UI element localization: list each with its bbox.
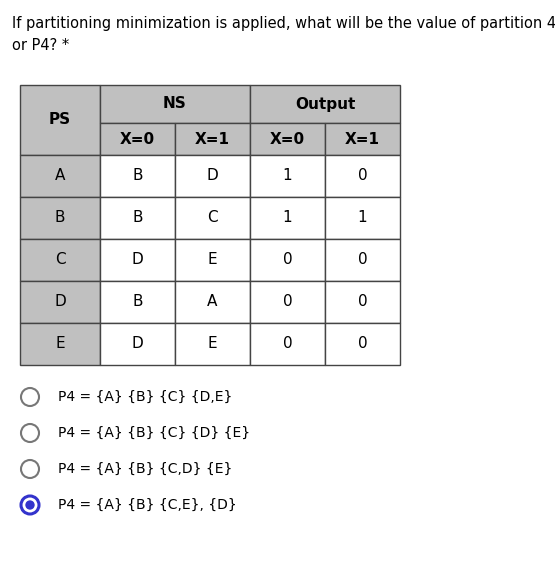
- Text: P4 = {A} {B} {C} {D,E}: P4 = {A} {B} {C} {D,E}: [58, 390, 233, 404]
- Text: A: A: [208, 294, 218, 309]
- Text: X=0: X=0: [120, 131, 155, 146]
- Bar: [175, 239, 250, 281]
- Text: B: B: [132, 210, 143, 225]
- Bar: [100, 85, 250, 123]
- Text: 0: 0: [282, 252, 292, 267]
- Text: 1: 1: [282, 210, 292, 225]
- Text: Output: Output: [295, 97, 355, 112]
- Text: B: B: [132, 169, 143, 184]
- Text: If partitioning minimization is applied, what will be the value of partition 4: If partitioning minimization is applied,…: [12, 16, 555, 31]
- Bar: [175, 197, 250, 239]
- Bar: [325, 239, 400, 281]
- Bar: [20, 323, 100, 365]
- Text: D: D: [54, 294, 66, 309]
- Bar: [20, 239, 100, 281]
- Text: PS: PS: [49, 112, 71, 127]
- Bar: [20, 85, 100, 155]
- Text: 0: 0: [357, 294, 367, 309]
- Bar: [325, 155, 400, 197]
- Text: P4 = {A} {B} {C,D} {E}: P4 = {A} {B} {C,D} {E}: [58, 462, 233, 476]
- Bar: [20, 281, 100, 323]
- Text: D: D: [206, 169, 218, 184]
- Bar: [100, 239, 175, 281]
- Text: C: C: [207, 210, 218, 225]
- Text: E: E: [208, 336, 218, 351]
- Bar: [100, 197, 175, 239]
- Bar: [250, 123, 325, 155]
- Circle shape: [21, 424, 39, 442]
- Bar: [100, 155, 175, 197]
- Text: B: B: [132, 294, 143, 309]
- Text: 0: 0: [357, 252, 367, 267]
- Bar: [20, 197, 100, 239]
- Text: X=1: X=1: [195, 131, 230, 146]
- Text: 0: 0: [357, 336, 367, 351]
- Text: 0: 0: [282, 336, 292, 351]
- Bar: [250, 281, 325, 323]
- Bar: [100, 281, 175, 323]
- Text: 0: 0: [357, 169, 367, 184]
- Bar: [325, 197, 400, 239]
- Bar: [250, 197, 325, 239]
- Text: E: E: [208, 252, 218, 267]
- Text: D: D: [132, 336, 143, 351]
- Bar: [325, 323, 400, 365]
- Text: 0: 0: [282, 294, 292, 309]
- Bar: [20, 155, 100, 197]
- Bar: [250, 155, 325, 197]
- Bar: [175, 155, 250, 197]
- Text: X=1: X=1: [345, 131, 380, 146]
- Circle shape: [21, 460, 39, 478]
- Circle shape: [21, 496, 39, 514]
- Circle shape: [26, 501, 34, 510]
- Circle shape: [21, 388, 39, 406]
- Bar: [100, 323, 175, 365]
- Text: B: B: [55, 210, 65, 225]
- Text: 1: 1: [282, 169, 292, 184]
- Text: A: A: [55, 169, 65, 184]
- Bar: [250, 239, 325, 281]
- Text: D: D: [132, 252, 143, 267]
- Bar: [175, 323, 250, 365]
- Text: NS: NS: [163, 97, 187, 112]
- Text: P4 = {A} {B} {C} {D} {E}: P4 = {A} {B} {C} {D} {E}: [58, 426, 250, 440]
- Text: C: C: [55, 252, 65, 267]
- Text: or P4? *: or P4? *: [12, 38, 69, 53]
- Bar: [250, 323, 325, 365]
- Bar: [175, 281, 250, 323]
- Bar: [325, 123, 400, 155]
- Bar: [175, 123, 250, 155]
- Bar: [250, 85, 400, 123]
- Text: X=0: X=0: [270, 131, 305, 146]
- Bar: [100, 123, 175, 155]
- Text: 1: 1: [357, 210, 367, 225]
- Bar: [325, 281, 400, 323]
- Text: E: E: [55, 336, 65, 351]
- Text: P4 = {A} {B} {C,E}, {D}: P4 = {A} {B} {C,E}, {D}: [58, 498, 237, 512]
